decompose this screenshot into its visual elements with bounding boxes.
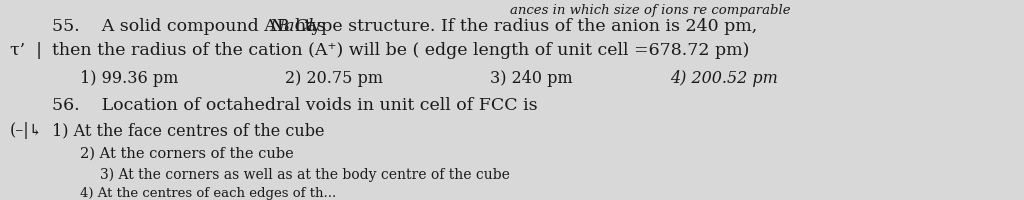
Text: 56.    Location of octahedral voids in unit cell of FCC is: 56. Location of octahedral voids in unit… [52, 97, 538, 113]
Text: τ’  |: τ’ | [10, 42, 42, 59]
Text: (–|↳: (–|↳ [10, 121, 43, 138]
Text: then the radius of the cation (A⁺) will be ( edge length of unit cell =678.72 pm: then the radius of the cation (A⁺) will … [52, 42, 750, 59]
Text: 3) 240 pm: 3) 240 pm [490, 70, 572, 87]
Text: 2) At the corners of the cube: 2) At the corners of the cube [80, 146, 294, 160]
Text: 3) At the corners as well as at the body centre of the cube: 3) At the corners as well as at the body… [100, 167, 510, 181]
Text: 1) 99.36 pm: 1) 99.36 pm [80, 70, 178, 87]
Text: 4) 200.52 pm: 4) 200.52 pm [670, 70, 778, 87]
Text: 2) 20.75 pm: 2) 20.75 pm [285, 70, 383, 87]
Text: 55.    A solid compound AB has: 55. A solid compound AB has [52, 18, 331, 35]
Text: 4) At the centres of each edges of th...: 4) At the centres of each edges of th... [80, 186, 336, 199]
Text: 1) At the face centres of the cube: 1) At the face centres of the cube [52, 121, 325, 138]
Text: type structure. If the radius of the anion is 240 pm,: type structure. If the radius of the ani… [299, 18, 758, 35]
Text: NaCl: NaCl [269, 18, 313, 35]
Text: ances in which size of ions re comparable: ances in which size of ions re comparabl… [510, 4, 791, 17]
